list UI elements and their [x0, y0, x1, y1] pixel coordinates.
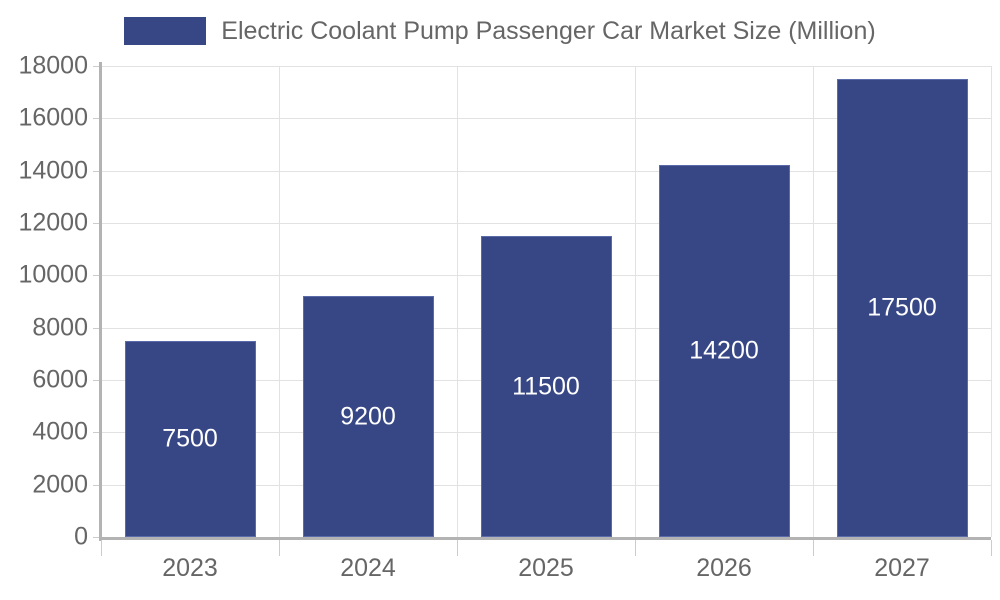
bar-2024[interactable]: 9200 [302, 296, 434, 537]
x-axis-tick-label: 2025 [518, 554, 574, 582]
y-axis-tick-label: 12000 [18, 208, 88, 237]
x-axis-line [99, 537, 991, 540]
y-axis-tick-label: 6000 [32, 365, 88, 394]
bar-2026[interactable]: 14200 [658, 165, 790, 537]
gridline-vertical [813, 66, 814, 537]
y-axis-tick-label: 18000 [18, 51, 88, 80]
gridline-horizontal [101, 118, 991, 120]
gridline-vertical [279, 66, 280, 537]
y-axis-tick-label: 2000 [32, 470, 88, 499]
bar-2025[interactable]: 11500 [480, 236, 612, 537]
gridline-horizontal [101, 66, 991, 67]
bar-value-label: 11500 [512, 372, 580, 401]
y-axis-tick-label: 16000 [18, 103, 88, 132]
bar-rect[interactable] [658, 165, 790, 537]
bar-rect[interactable] [836, 79, 968, 537]
bar-value-label: 14200 [689, 336, 759, 365]
x-axis-tick-mark [991, 540, 992, 556]
gridline-vertical [991, 66, 992, 537]
bar-value-label: 9200 [340, 402, 396, 431]
x-axis-tick-label: 2023 [162, 554, 218, 582]
plot-area: 7500 9200 11500 14200 17500 [101, 66, 992, 538]
legend-series-label: Electric Coolant Pump Passenger Car Mark… [221, 16, 876, 45]
y-axis-tick-label: 0 [74, 522, 88, 551]
y-axis-tick-label: 14000 [18, 156, 88, 185]
chart-legend: Electric Coolant Pump Passenger Car Mark… [0, 10, 1000, 52]
bar-2027[interactable]: 17500 [836, 79, 968, 537]
x-axis-tick-label: 2024 [340, 554, 396, 582]
gridline-vertical [457, 66, 458, 537]
x-axis-tick-mark [101, 540, 102, 556]
x-axis-tick-mark [457, 540, 458, 556]
bar-value-label: 17500 [867, 293, 937, 322]
x-axis-tick-label: 2026 [696, 554, 752, 582]
x-axis-tick-mark [635, 540, 636, 556]
y-axis-tick-label: 8000 [32, 313, 88, 342]
x-axis-tick-label: 2027 [874, 554, 930, 582]
gridline-horizontal [101, 223, 991, 224]
x-axis-tick-mark [279, 540, 280, 556]
gridline-vertical [635, 66, 636, 537]
bar-rect[interactable] [302, 296, 434, 537]
gridline-horizontal [101, 170, 991, 172]
y-axis-tick-label: 10000 [18, 260, 88, 289]
bar-value-label: 7500 [162, 424, 218, 453]
bar-2023[interactable]: 7500 [124, 340, 256, 537]
bar-rect[interactable] [124, 340, 256, 537]
y-axis-tick-label: 4000 [32, 417, 88, 446]
legend-color-swatch [124, 17, 207, 45]
x-axis-tick-mark [813, 540, 814, 556]
bar-rect[interactable] [480, 236, 612, 537]
y-axis-line [99, 62, 102, 541]
